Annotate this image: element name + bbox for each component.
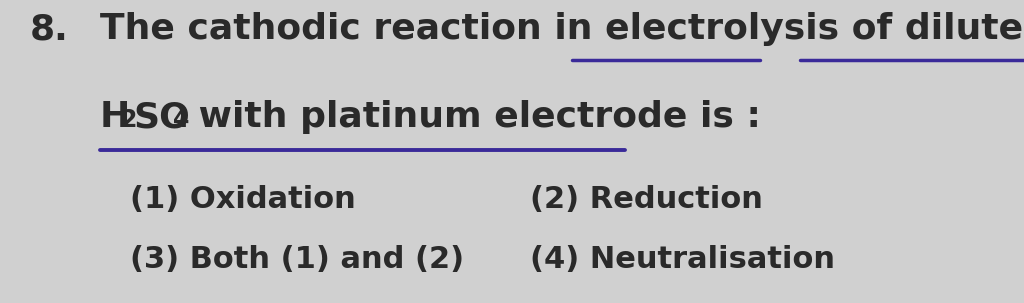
- Text: 4: 4: [173, 108, 189, 132]
- Text: H: H: [100, 100, 130, 134]
- Text: (2) Reduction: (2) Reduction: [530, 185, 763, 214]
- Text: The cathodic reaction in electrolysis of dilute: The cathodic reaction in electrolysis of…: [100, 12, 1023, 46]
- Text: 8.: 8.: [30, 12, 69, 46]
- Text: (1) Oxidation: (1) Oxidation: [130, 185, 355, 214]
- Text: 2: 2: [120, 108, 136, 132]
- Text: (3) Both (1) and (2): (3) Both (1) and (2): [130, 245, 464, 274]
- Text: with platinum electrode is :: with platinum electrode is :: [186, 100, 761, 134]
- Text: SO: SO: [133, 100, 189, 134]
- Text: (4) Neutralisation: (4) Neutralisation: [530, 245, 835, 274]
